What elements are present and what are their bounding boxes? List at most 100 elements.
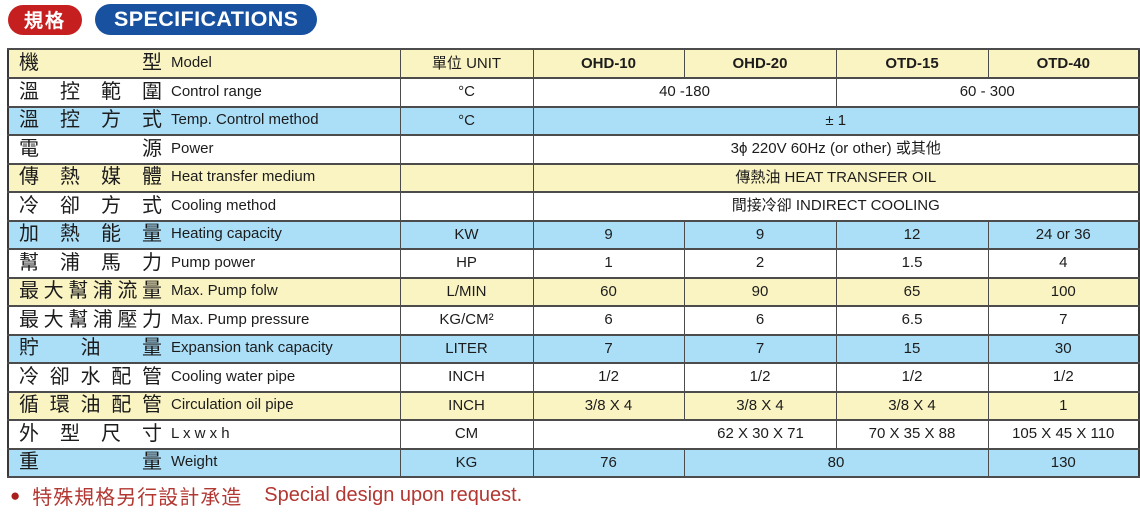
value-cell: 4: [987, 248, 1140, 279]
row-pump-power: 幫浦馬力 Pump power HP 1 2 1.5 4: [7, 248, 1140, 279]
value-cell: 1: [987, 390, 1140, 421]
row-label-en: Heat transfer medium: [171, 168, 316, 186]
value-cell: 6.5: [835, 305, 989, 336]
row-label-en: Circulation oil pipe: [171, 396, 294, 414]
row-label: 循環油配管 Circulation oil pipe: [7, 390, 401, 421]
footer-note-zh: 特殊規格另行設計承造: [32, 487, 243, 509]
row-label: 幫浦馬力 Pump power: [7, 248, 401, 279]
unit-cell: [399, 134, 534, 165]
unit-cell: HP: [399, 248, 534, 279]
row-label-en: Heating capacity: [171, 225, 282, 243]
row-label-zh: 循環油配管: [19, 394, 162, 417]
header-model-label: 機型 Model: [7, 48, 401, 79]
value-cell: 90: [683, 276, 837, 307]
value-cell: 1/2: [835, 362, 989, 393]
footer-note-en: Special design upon request.: [264, 484, 523, 506]
value-cell: 9: [683, 219, 837, 250]
row-label: 重量 Weight: [7, 447, 401, 478]
value-cell: 3ϕ 220V 60Hz (or other) 或其他: [532, 134, 1140, 165]
row-label: 貯油量 Expansion tank capacity: [7, 333, 401, 364]
header-model-ohd10: OHD-10: [532, 48, 685, 79]
specifications-table: 機型 Model 單位 UNIT OHD-10 OHD-20 OTD-15 OTD…: [7, 48, 1140, 478]
row-cooling-water-pipe: 冷卻水配管 Cooling water pipe INCH 1/2 1/2 1/2…: [7, 362, 1140, 393]
row-dimensions: 外型尺寸 L x w x h CM 62 X 30 X 71 70 X 35 X …: [7, 419, 1140, 450]
row-label-en: Cooling method: [171, 196, 277, 214]
row-max-pump-pressure: 最大幫浦壓力 Max. Pump pressure KG/CM² 6 6 6.5 …: [7, 305, 1140, 336]
row-label: 溫控方式 Temp. Control method: [7, 105, 401, 136]
value-cell: 1/2: [987, 362, 1140, 393]
title-badges: 規格 SPECIFICATIONS: [8, 4, 318, 35]
value-cell: 3/8 X 4: [532, 390, 685, 421]
value-cell: 1/2: [532, 362, 685, 393]
value-cell: 62 X 30 X 71: [532, 419, 837, 450]
unit-cell: °C: [399, 77, 534, 108]
value-cell: 1.5: [835, 248, 989, 279]
header-model-label-en: Model: [171, 54, 212, 71]
value-cell: 60: [532, 276, 685, 307]
value-cell: 15: [835, 333, 989, 364]
row-heat-transfer-medium: 傳熱媒體 Heat transfer medium 傳熱油 HEAT TRANSF…: [7, 162, 1140, 193]
table-header-row: 機型 Model 單位 UNIT OHD-10 OHD-20 OTD-15 OTD…: [7, 48, 1140, 79]
row-heating-capacity: 加熱能量 Heating capacity KW 9 9 12 24 or 36: [7, 219, 1140, 250]
row-label-en: Weight: [171, 453, 218, 471]
value-cell: 100: [987, 276, 1140, 307]
value-cell: 7: [532, 333, 685, 364]
unit-cell: [399, 191, 534, 222]
value-cell: 6: [532, 305, 685, 336]
row-control-range: 溫控範圍 Control range °C 40 -180 60 - 300: [7, 77, 1140, 108]
unit-cell: KG/CM²: [399, 305, 534, 336]
row-label: 溫控範圍 Control range: [7, 77, 401, 108]
value-cell: 40 -180: [532, 77, 837, 108]
value-cell: 3/8 X 4: [683, 390, 837, 421]
value-cell: 24 or 36: [987, 219, 1140, 250]
row-circulation-oil-pipe: 循環油配管 Circulation oil pipe INCH 3/8 X 4 3…: [7, 390, 1140, 421]
row-label-en: Pump power: [171, 253, 256, 271]
value-cell: 9: [532, 219, 685, 250]
row-label: 冷卻水配管 Cooling water pipe: [7, 362, 401, 393]
value-cell: 1/2: [683, 362, 837, 393]
row-max-pump-flow: 最大幫浦流量 Max. Pump folw L/MIN 60 90 65 100: [7, 276, 1140, 307]
value-cell: 80: [683, 447, 989, 478]
value-cell: 1: [532, 248, 685, 279]
row-label: 最大幫浦壓力 Max. Pump pressure: [7, 305, 401, 336]
row-cooling-method: 冷卻方式 Cooling method 間接冷卻 INDIRECT COOLING: [7, 191, 1140, 222]
row-label-en: L x w x h: [171, 424, 230, 442]
value-cell: 間接冷卻 INDIRECT COOLING: [532, 191, 1140, 222]
row-label-zh: 溫控範圍: [19, 80, 162, 103]
unit-cell: KG: [399, 447, 534, 478]
row-expansion-tank-capacity: 貯油量 Expansion tank capacity LITER 7 7 15 …: [7, 333, 1140, 364]
unit-cell: INCH: [399, 390, 534, 421]
row-label: 傳熱媒體 Heat transfer medium: [7, 162, 401, 193]
value-cell: 105 X 45 X 110: [987, 419, 1140, 450]
footer-note: ● 特殊規格另行設計承造 Special design upon request…: [10, 481, 522, 510]
row-label-en: Max. Pump folw: [171, 282, 278, 300]
row-label-zh: 冷卻水配管: [19, 365, 162, 388]
row-label: 冷卻方式 Cooling method: [7, 191, 401, 222]
row-label-zh: 溫控方式: [19, 109, 162, 132]
row-label: 電源 Power: [7, 134, 401, 165]
value-cell: 傳熱油 HEAT TRANSFER OIL: [532, 162, 1140, 193]
value-cell: 6: [683, 305, 837, 336]
row-label-zh: 貯油量: [19, 337, 162, 360]
row-label-zh: 重量: [19, 451, 162, 474]
value-cell: 76: [532, 447, 685, 478]
header-unit-label: 單位 UNIT: [399, 48, 534, 79]
row-label-en: Temp. Control method: [171, 111, 319, 129]
row-label-zh: 最大幫浦流量: [19, 280, 162, 303]
row-weight: 重量 Weight KG 76 80 130: [7, 447, 1140, 478]
header-model-label-zh: 機型: [19, 52, 162, 74]
row-label-zh: 外型尺寸: [19, 422, 162, 445]
value-cell: ± 1: [532, 105, 1140, 136]
row-label-en: Max. Pump pressure: [171, 310, 310, 328]
row-label-en: Power: [171, 139, 214, 157]
row-power: 電源 Power 3ϕ 220V 60Hz (or other) 或其他: [7, 134, 1140, 165]
badge-spec-zh: 規格: [8, 4, 83, 35]
unit-cell: L/MIN: [399, 276, 534, 307]
row-label-en: Cooling water pipe: [171, 367, 296, 385]
value-cell: 3/8 X 4: [835, 390, 989, 421]
bullet-icon: ●: [10, 486, 21, 505]
row-label-zh: 加熱能量: [19, 223, 162, 246]
unit-cell: KW: [399, 219, 534, 250]
header-model-otd40: OTD-40: [987, 48, 1140, 79]
row-label-en: Control range: [171, 82, 262, 100]
